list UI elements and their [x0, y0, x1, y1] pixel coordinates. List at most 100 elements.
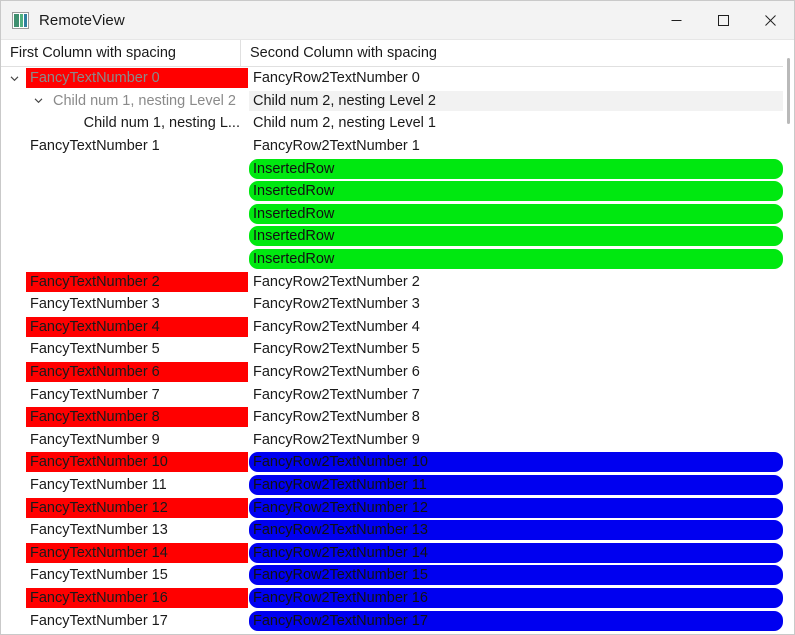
scrollbar-thumb[interactable] [787, 58, 790, 124]
cell-column-2[interactable]: InsertedRow [248, 157, 784, 180]
cell-column-2[interactable]: FancyRow2TextNumber 5 [248, 338, 784, 361]
cell-label: FancyRow2TextNumber 17 [249, 610, 783, 631]
cell-label: FancyTextNumber 5 [30, 341, 160, 358]
cell-column-1[interactable]: FancyTextNumber 6 [1, 361, 248, 384]
chevron-down-icon[interactable] [31, 90, 45, 113]
table-row[interactable]: FancyTextNumber 0 FancyRow2TextNumber 0 [1, 67, 794, 90]
cell-label: FancyTextNumber 11 [30, 476, 167, 493]
cell-label: FancyTextNumber 3 [30, 296, 160, 313]
cell-column-1[interactable]: Child num 1, nesting L... [1, 112, 248, 135]
grid-body[interactable]: FancyTextNumber 0 FancyRow2TextNumber 0 Ch… [1, 67, 794, 634]
table-row[interactable]: InsertedRow [1, 180, 794, 203]
cell-column-1[interactable]: FancyTextNumber 5 [1, 338, 248, 361]
cell-column-2[interactable]: FancyRow2TextNumber 12 [248, 496, 784, 519]
cell-label [1, 159, 9, 179]
cell-label [1, 226, 9, 246]
column-header-first[interactable]: First Column with spacing [1, 40, 241, 66]
cell-column-1[interactable]: FancyTextNumber 10 [1, 451, 248, 474]
cell-column-1[interactable] [1, 157, 248, 180]
cell-column-1[interactable]: FancyTextNumber 11 [1, 474, 248, 497]
cell-column-1[interactable]: FancyTextNumber 8 [1, 406, 248, 429]
cell-column-2[interactable]: InsertedRow [248, 203, 784, 226]
maximize-button[interactable] [700, 1, 747, 40]
cell-label: FancyTextNumber 8 [26, 407, 248, 428]
table-row[interactable]: FancyTextNumber 6 FancyRow2TextNumber 6 [1, 361, 794, 384]
cell-column-2[interactable]: FancyRow2TextNumber 11 [248, 474, 784, 497]
table-row[interactable]: FancyTextNumber 17 FancyRow2TextNumber 17 [1, 609, 794, 632]
cell-label [1, 204, 9, 224]
table-row[interactable]: FancyTextNumber 4 FancyRow2TextNumber 4 [1, 316, 794, 339]
cell-column-2[interactable]: FancyRow2TextNumber 17 [248, 609, 784, 632]
table-row[interactable]: FancyTextNumber 9 FancyRow2TextNumber 9 [1, 429, 794, 452]
cell-column-1[interactable]: FancyTextNumber 3 [1, 293, 248, 316]
cell-label: FancyRow2TextNumber 7 [253, 386, 420, 403]
cell-column-1[interactable]: FancyTextNumber 16 [1, 587, 248, 610]
cell-column-1[interactable]: FancyTextNumber 1 [1, 135, 248, 158]
cell-column-2[interactable]: FancyRow2TextNumber 1 [248, 135, 784, 158]
cell-column-1[interactable] [1, 248, 248, 271]
cell-column-1[interactable]: FancyTextNumber 4 [1, 316, 248, 339]
cell-column-2[interactable]: InsertedRow [248, 225, 784, 248]
table-row[interactable]: InsertedRow [1, 203, 794, 226]
column-header-second[interactable]: Second Column with spacing [241, 40, 794, 66]
table-row[interactable]: FancyTextNumber 15 FancyRow2TextNumber 15 [1, 564, 794, 587]
table-row[interactable]: FancyTextNumber 12 FancyRow2TextNumber 12 [1, 496, 794, 519]
cell-label: FancyRow2TextNumber 6 [253, 364, 420, 381]
cell-column-1[interactable] [1, 203, 248, 226]
cell-column-1[interactable]: FancyTextNumber 0 [1, 67, 248, 90]
cell-column-1[interactable]: FancyTextNumber 14 [1, 541, 248, 564]
cell-column-2[interactable]: InsertedRow [248, 248, 784, 271]
cell-column-1[interactable]: FancyTextNumber 9 [1, 429, 248, 452]
table-row[interactable]: FancyTextNumber 11 FancyRow2TextNumber 11 [1, 474, 794, 497]
cell-column-2[interactable]: FancyRow2TextNumber 9 [248, 429, 784, 452]
cell-column-2[interactable]: FancyRow2TextNumber 2 [248, 270, 784, 293]
table-row[interactable]: FancyTextNumber 3 FancyRow2TextNumber 3 [1, 293, 794, 316]
cell-label: FancyRow2TextNumber 0 [253, 70, 420, 87]
cell-column-2[interactable]: FancyRow2TextNumber 16 [248, 587, 784, 610]
minimize-button[interactable] [653, 1, 700, 40]
cell-column-2[interactable]: Child num 2, nesting Level 2 [248, 90, 784, 113]
cell-column-1[interactable] [1, 180, 248, 203]
cell-column-2[interactable]: FancyRow2TextNumber 13 [248, 519, 784, 542]
table-row[interactable]: InsertedRow [1, 225, 794, 248]
table-row[interactable]: FancyTextNumber 7 FancyRow2TextNumber 7 [1, 383, 794, 406]
cell-column-2[interactable]: FancyRow2TextNumber 6 [248, 361, 784, 384]
table-row[interactable]: FancyTextNumber 2 FancyRow2TextNumber 2 [1, 270, 794, 293]
cell-column-2[interactable]: Child num 2, nesting Level 1 [248, 112, 784, 135]
cell-column-2[interactable]: InsertedRow [248, 180, 784, 203]
table-row[interactable]: FancyTextNumber 14 FancyRow2TextNumber 14 [1, 541, 794, 564]
cell-column-2[interactable]: FancyRow2TextNumber 3 [248, 293, 784, 316]
cell-column-1[interactable]: FancyTextNumber 7 [1, 383, 248, 406]
cell-column-1[interactable]: FancyTextNumber 12 [1, 496, 248, 519]
cell-column-2[interactable]: FancyRow2TextNumber 10 [248, 451, 784, 474]
cell-column-2[interactable]: FancyRow2TextNumber 15 [248, 564, 784, 587]
table-row[interactable]: FancyTextNumber 16 FancyRow2TextNumber 16 [1, 587, 794, 610]
table-row[interactable]: Child num 1, nesting L... Child num 2, ne… [1, 112, 794, 135]
table-row[interactable]: InsertedRow [1, 157, 794, 180]
chevron-down-icon[interactable] [7, 67, 21, 90]
table-row[interactable]: Child num 1, nesting Level 2 Child num 2,… [1, 90, 794, 113]
cell-column-2[interactable]: FancyRow2TextNumber 0 [248, 67, 784, 90]
table-row[interactable]: FancyTextNumber 5 FancyRow2TextNumber 5 [1, 338, 794, 361]
cell-label: FancyRow2TextNumber 12 [249, 497, 783, 518]
cell-column-2[interactable]: FancyRow2TextNumber 7 [248, 383, 784, 406]
cell-column-1[interactable]: FancyTextNumber 2 [1, 270, 248, 293]
cell-column-2[interactable]: FancyRow2TextNumber 14 [248, 541, 784, 564]
table-row[interactable]: InsertedRow [1, 248, 794, 271]
cell-column-1[interactable] [1, 225, 248, 248]
cell-column-1[interactable]: FancyTextNumber 15 [1, 564, 248, 587]
cell-column-2[interactable]: FancyRow2TextNumber 4 [248, 316, 784, 339]
cell-column-1[interactable]: FancyTextNumber 13 [1, 519, 248, 542]
cell-label: FancyTextNumber 12 [26, 497, 248, 518]
cell-column-2[interactable]: FancyRow2TextNumber 8 [248, 406, 784, 429]
table-row[interactable]: FancyTextNumber 1 FancyRow2TextNumber 1 [1, 135, 794, 158]
close-button[interactable] [747, 1, 794, 40]
vertical-scrollbar[interactable] [783, 40, 794, 634]
table-row[interactable]: FancyTextNumber 13 FancyRow2TextNumber 13 [1, 519, 794, 542]
cell-column-1[interactable]: Child num 1, nesting Level 2 [1, 90, 248, 113]
table-row[interactable]: FancyTextNumber 10 FancyRow2TextNumber 10 [1, 451, 794, 474]
bottom-edge [1, 632, 794, 634]
table-row[interactable]: FancyTextNumber 8 FancyRow2TextNumber 8 [1, 406, 794, 429]
cell-column-1[interactable]: FancyTextNumber 17 [1, 609, 248, 632]
